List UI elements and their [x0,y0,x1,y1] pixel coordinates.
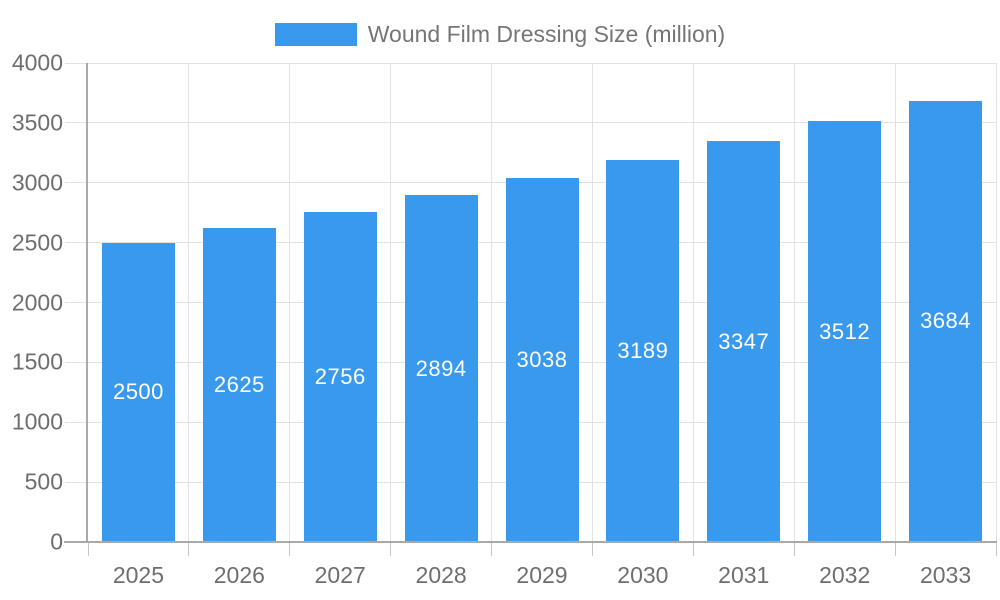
y-axis-line [86,63,88,543]
bar-2026[interactable]: 2625 [202,227,276,542]
x-tick [87,543,89,556]
y-tick [65,302,87,303]
x-axis: 2025 2026 2027 2028 2029 2030 2031 2032 2033 [87,542,997,600]
bar-2027[interactable]: 2756 [303,211,377,542]
y-axis: 0 500 1000 1500 2000 2500 3000 3500 4000 [0,50,88,555]
bar-2025[interactable]: 2500 [101,242,175,542]
x-axis-label: 2032 [819,562,871,588]
y-tick [65,361,87,363]
x-tick [692,543,694,556]
bar-2028[interactable]: 2894 [404,195,478,542]
x-tick [793,543,795,556]
y-axis-label: 1000 [11,408,63,435]
y-tick [65,182,87,184]
bar-value-label: 2625 [213,371,265,397]
plot-area: 2500 2625 2756 2894 3038 3189 3347 3512 3684 [88,62,997,542]
v-gridline [692,63,694,542]
bar-value-label: 2894 [415,355,467,381]
v-gridline [188,63,190,542]
v-gridline [894,63,896,542]
v-gridline [591,63,593,542]
bar-value-label: 2500 [112,379,164,405]
x-tick [591,543,593,556]
x-tick [491,543,493,556]
v-gridline [289,63,291,542]
y-axis-label: 4000 [11,49,63,76]
v-gridline [390,63,392,542]
bar-value-label: 3038 [516,347,568,373]
y-tick [65,122,87,124]
x-axis-label: 2028 [415,562,467,588]
x-tick [289,543,291,556]
bar-value-label: 3347 [718,328,770,354]
bar-2031[interactable]: 3347 [707,141,781,542]
y-tick [65,481,87,483]
y-axis-label: 3000 [11,169,63,196]
x-axis-label: 2030 [617,562,669,588]
x-tick [188,543,190,556]
h-gridline [88,62,996,64]
bar-value-label: 3684 [920,308,972,334]
y-axis-label: 2000 [11,289,63,315]
bar-2030[interactable]: 3189 [606,160,680,542]
x-axis-label: 2031 [718,562,770,588]
x-tick [390,543,392,556]
legend-label: Wound Film Dressing Size (million) [367,21,726,47]
y-tick [65,421,87,423]
x-axis-label: 2026 [213,562,265,588]
y-axis-label: 0 [50,528,63,555]
bar-value-label: 2756 [314,363,366,389]
x-tick [995,543,997,556]
x-axis-line [64,541,997,543]
y-axis-label: 500 [24,468,63,495]
bar-2033[interactable]: 3684 [909,100,983,542]
v-gridline [995,63,997,542]
bar-2029[interactable]: 3038 [505,178,579,542]
legend-swatch [274,23,357,46]
bar-value-label: 3512 [819,318,871,344]
y-axis-label: 1500 [11,348,63,375]
y-axis-label: 3500 [11,109,63,136]
x-tick [894,543,896,556]
bar-2032[interactable]: 3512 [808,121,882,542]
y-axis-label: 2500 [11,229,63,256]
x-axis-label: 2027 [314,562,366,588]
v-gridline [491,63,493,542]
y-tick [65,62,87,64]
v-gridline [793,63,795,542]
x-axis-label: 2033 [919,562,972,588]
bar-value-label: 3189 [617,338,669,364]
chart-legend[interactable]: Wound Film Dressing Size (million) [0,21,1000,48]
y-tick [65,242,87,244]
h-gridline [88,122,996,124]
x-axis-label: 2025 [112,562,165,588]
x-axis-label: 2029 [516,562,568,588]
